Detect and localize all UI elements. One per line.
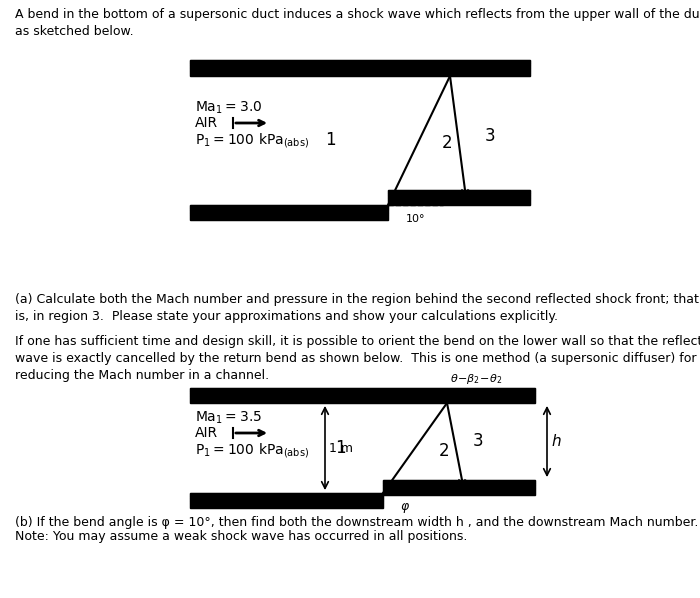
- Polygon shape: [383, 485, 535, 487]
- Text: $\theta\!-\!\beta_2\!-\!\theta_2$: $\theta\!-\!\beta_2\!-\!\theta_2$: [450, 372, 502, 386]
- Text: $h$: $h$: [551, 434, 561, 450]
- Polygon shape: [383, 490, 535, 493]
- Text: AIR: AIR: [195, 426, 218, 440]
- Text: (b) If the bend angle is φ = 10°, then find both the downstream width h , and th: (b) If the bend angle is φ = 10°, then f…: [15, 516, 699, 529]
- Polygon shape: [190, 60, 530, 76]
- Polygon shape: [190, 60, 530, 63]
- Text: $\mathrm{P_1=100\ kPa_{(abs)}}$: $\mathrm{P_1=100\ kPa_{(abs)}}$: [195, 441, 309, 459]
- Polygon shape: [383, 480, 535, 483]
- Polygon shape: [383, 480, 535, 495]
- Text: 2: 2: [442, 134, 452, 152]
- Polygon shape: [388, 197, 530, 200]
- Polygon shape: [190, 401, 535, 403]
- Text: $\mathrm{Ma_1=3.0}$: $\mathrm{Ma_1=3.0}$: [195, 100, 262, 116]
- Polygon shape: [190, 210, 388, 212]
- Polygon shape: [190, 388, 535, 403]
- Polygon shape: [190, 205, 388, 208]
- Polygon shape: [190, 503, 383, 505]
- Polygon shape: [388, 190, 530, 205]
- Polygon shape: [388, 190, 530, 193]
- Text: 3: 3: [484, 127, 496, 145]
- Polygon shape: [190, 388, 535, 390]
- Text: A bend in the bottom of a supersonic duct induces a shock wave which reflects fr: A bend in the bottom of a supersonic duc…: [15, 8, 700, 38]
- Polygon shape: [190, 65, 530, 68]
- Text: $\varphi$: $\varphi$: [400, 501, 410, 515]
- Polygon shape: [388, 200, 530, 203]
- Text: If one has sufficient time and design skill, it is possible to orient the bend o: If one has sufficient time and design sk…: [15, 335, 700, 382]
- Polygon shape: [383, 493, 535, 495]
- Text: 1: 1: [335, 439, 345, 457]
- Text: $\mathrm{Ma_1=3.5}$: $\mathrm{Ma_1=3.5}$: [195, 410, 262, 426]
- Polygon shape: [388, 203, 530, 205]
- Text: 1: 1: [325, 131, 335, 149]
- Polygon shape: [190, 68, 530, 71]
- Text: AIR: AIR: [195, 116, 218, 130]
- Polygon shape: [388, 195, 530, 197]
- Polygon shape: [388, 193, 530, 195]
- Polygon shape: [190, 208, 388, 210]
- Polygon shape: [190, 212, 388, 215]
- Polygon shape: [190, 395, 535, 398]
- Polygon shape: [383, 487, 535, 490]
- Text: 2: 2: [439, 442, 449, 460]
- Text: 10°: 10°: [406, 214, 426, 224]
- Polygon shape: [190, 390, 535, 393]
- Polygon shape: [190, 63, 530, 65]
- Polygon shape: [190, 71, 530, 74]
- Polygon shape: [190, 398, 535, 401]
- Polygon shape: [190, 498, 383, 501]
- Polygon shape: [190, 215, 388, 218]
- Polygon shape: [190, 74, 530, 76]
- Polygon shape: [190, 505, 383, 508]
- Polygon shape: [190, 218, 388, 220]
- Text: 1 m: 1 m: [329, 441, 353, 454]
- Polygon shape: [190, 501, 383, 503]
- Text: 3: 3: [473, 432, 483, 450]
- Polygon shape: [190, 493, 383, 496]
- Polygon shape: [383, 483, 535, 485]
- Text: (a) Calculate both the Mach number and pressure in the region behind the second : (a) Calculate both the Mach number and p…: [15, 293, 699, 323]
- Polygon shape: [190, 496, 383, 498]
- Polygon shape: [190, 393, 535, 395]
- Text: Note: You may assume a weak shock wave has occurred in all positions.: Note: You may assume a weak shock wave h…: [15, 530, 468, 543]
- Polygon shape: [190, 205, 388, 220]
- Polygon shape: [190, 493, 383, 508]
- Text: $\mathrm{P_1=100\ kPa_{(abs)}}$: $\mathrm{P_1=100\ kPa_{(abs)}}$: [195, 130, 309, 150]
